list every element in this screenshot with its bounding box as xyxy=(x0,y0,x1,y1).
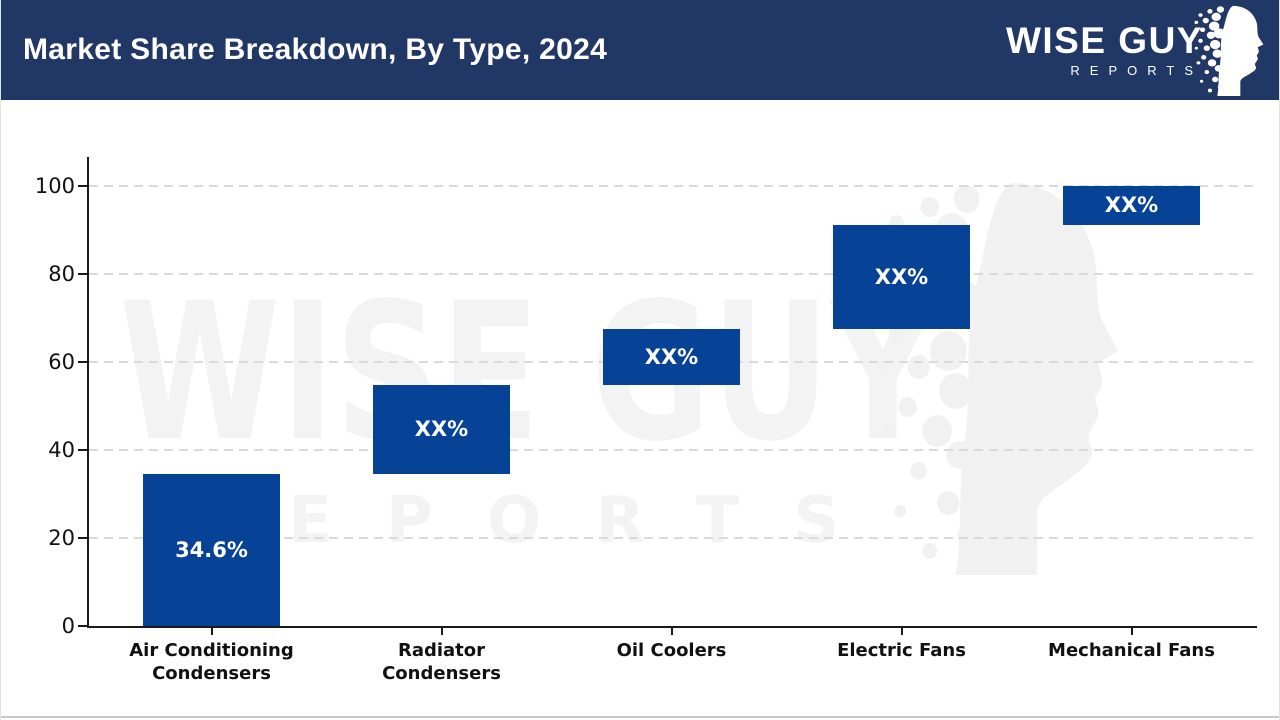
category-label-line: Mechanical Fans xyxy=(1048,640,1215,661)
category-label: Radiator Condensers xyxy=(322,639,562,685)
category-label-line: Air Conditioning xyxy=(129,640,294,661)
y-tick-mark xyxy=(78,272,87,275)
watermark-wordmark-sub: REPORTS xyxy=(185,484,894,558)
y-tick-mark xyxy=(78,536,87,539)
bar-value-label: XX% xyxy=(414,417,469,442)
y-tick-mark xyxy=(78,448,87,451)
x-tick-mark xyxy=(1130,627,1133,635)
page-bottom-divider xyxy=(1,716,1279,718)
category-label: Electric Fans xyxy=(782,639,1022,662)
logo-wordmark-main: WISE GUY xyxy=(1005,20,1203,61)
x-tick-mark xyxy=(670,627,673,635)
category-label: Oil Coolers xyxy=(552,639,792,662)
bar-value-label: XX% xyxy=(1104,193,1159,218)
bar-value-label: XX% xyxy=(874,264,929,289)
y-tick-label: 60 xyxy=(48,349,75,374)
logo-wordmark: WISE GUY REPORTS xyxy=(1006,22,1203,78)
x-tick-mark xyxy=(440,627,443,635)
y-tick-label: 100 xyxy=(34,173,75,198)
category-label-line: Condensers xyxy=(382,663,501,685)
y-tick-label: 40 xyxy=(48,437,75,462)
category-label-line: Electric Fans xyxy=(837,640,966,661)
chart-title: Market Share Breakdown, By Type, 2024 xyxy=(23,33,608,66)
bar-value-label: XX% xyxy=(644,344,699,369)
gridline xyxy=(89,272,1257,275)
y-axis-line xyxy=(87,157,89,628)
category-label-line: Oil Coolers xyxy=(616,640,727,661)
bar: XX% xyxy=(603,329,740,385)
gridline xyxy=(89,448,1257,451)
y-tick-label: 80 xyxy=(48,261,75,286)
bar-value-label: 34.6% xyxy=(175,537,248,562)
category-label: Air Conditioning Condensers xyxy=(92,639,332,685)
y-tick-mark xyxy=(78,625,87,627)
y-tick-label: 0 xyxy=(61,614,75,638)
brand-logo: WISE GUY REPORTS xyxy=(1006,4,1279,96)
category-label: Mechanical Fans xyxy=(1012,639,1252,662)
header-bar: Market Share Breakdown, By Type, 2024 WI… xyxy=(1,0,1279,100)
y-tick-mark xyxy=(78,360,87,363)
category-label-line: Radiator xyxy=(397,640,486,661)
bar: XX% xyxy=(833,224,970,330)
bar: XX% xyxy=(373,384,510,474)
gridline xyxy=(89,184,1257,187)
logo-wordmark-sub: REPORTS xyxy=(1070,63,1203,78)
watermark-wordmark-main: WISE GUY xyxy=(119,262,936,483)
bar: 34.6% xyxy=(143,473,280,626)
y-tick-label: 20 xyxy=(48,525,75,550)
x-tick-mark xyxy=(900,627,903,635)
bar: XX% xyxy=(1063,185,1200,225)
x-tick-mark xyxy=(210,627,213,635)
gridline xyxy=(89,536,1257,539)
y-tick-mark xyxy=(78,184,87,187)
category-label-line: Condensers xyxy=(152,663,271,685)
